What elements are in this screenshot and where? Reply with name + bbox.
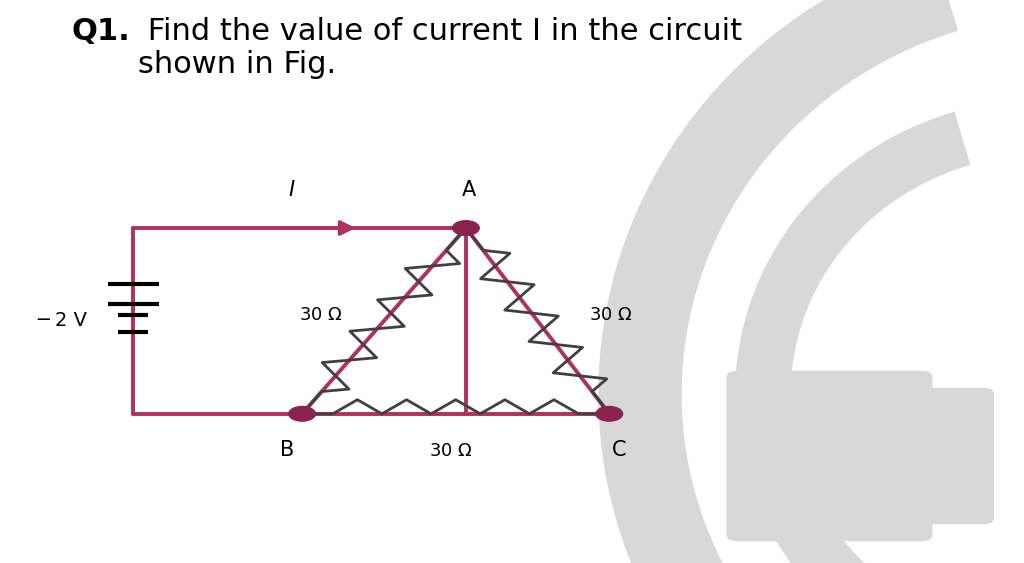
Circle shape — [596, 406, 623, 421]
Text: B: B — [280, 440, 294, 461]
Text: C: C — [612, 440, 627, 461]
Text: I: I — [289, 180, 295, 200]
Text: ─ 2 V: ─ 2 V — [37, 311, 87, 330]
Circle shape — [453, 221, 479, 235]
Text: 30 $\Omega$: 30 $\Omega$ — [429, 442, 472, 460]
Text: Q1.: Q1. — [72, 17, 130, 46]
Circle shape — [289, 406, 315, 421]
Text: 30 $\Omega$: 30 $\Omega$ — [299, 306, 343, 324]
FancyBboxPatch shape — [727, 372, 932, 540]
Text: A: A — [462, 180, 476, 200]
Text: Find the value of current I in the circuit
shown in Fig.: Find the value of current I in the circu… — [138, 17, 742, 79]
Text: 30 $\Omega$: 30 $\Omega$ — [589, 306, 633, 324]
FancyBboxPatch shape — [850, 388, 993, 524]
